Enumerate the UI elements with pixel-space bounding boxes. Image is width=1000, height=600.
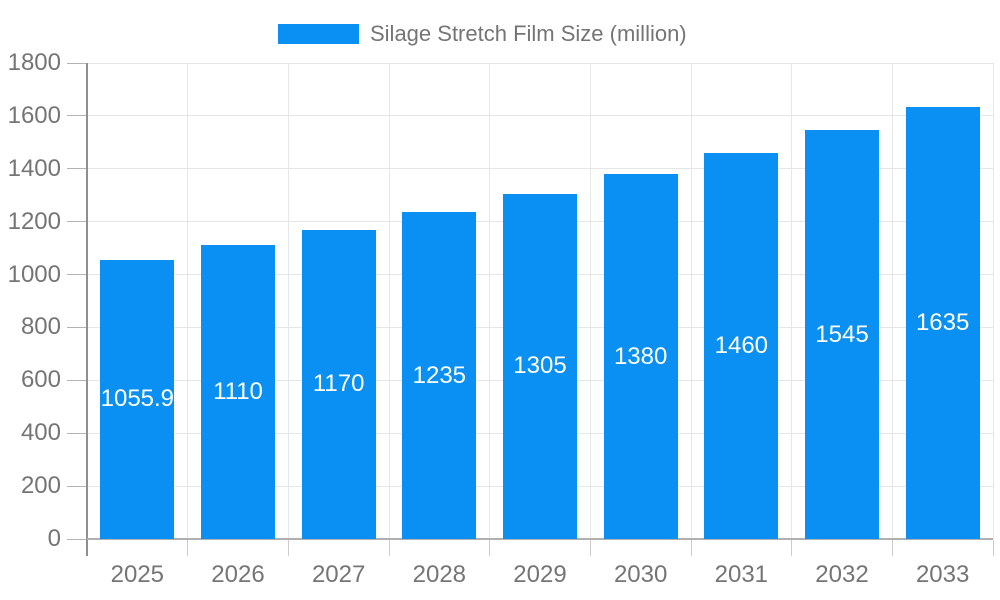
bar[interactable] bbox=[301, 229, 376, 539]
y-axis-tick-label: 600 bbox=[20, 366, 61, 394]
bar[interactable] bbox=[201, 245, 275, 539]
legend-swatch-icon bbox=[278, 24, 359, 44]
x-axis-tick bbox=[388, 540, 390, 556]
bar[interactable] bbox=[503, 193, 577, 539]
legend-label: Silage Stretch Film Size (million) bbox=[370, 21, 687, 46]
gridline-vertical bbox=[489, 63, 491, 539]
y-axis-tick-label: 1000 bbox=[7, 260, 61, 288]
bar[interactable] bbox=[905, 106, 980, 539]
legend-item[interactable]: Silage Stretch Film Size (million) bbox=[278, 20, 687, 48]
x-axis-tick-label: 2031 bbox=[714, 561, 769, 588]
gridline-vertical bbox=[791, 63, 793, 539]
y-axis-tick-label: 0 bbox=[47, 525, 61, 552]
y-axis-tick bbox=[67, 379, 87, 381]
y-axis-tick bbox=[67, 538, 87, 540]
y-axis-tick-label: 1400 bbox=[7, 154, 61, 182]
x-axis-line bbox=[87, 538, 993, 540]
x-axis-tick bbox=[891, 540, 893, 556]
x-axis-tick bbox=[489, 540, 491, 556]
x-axis-tick bbox=[992, 540, 994, 556]
bar[interactable] bbox=[100, 259, 175, 539]
y-axis-tick-label: 400 bbox=[20, 419, 61, 447]
gridline-vertical bbox=[690, 63, 692, 539]
x-axis-tick-label: 2027 bbox=[311, 561, 366, 588]
y-axis-tick-label: 1800 bbox=[7, 49, 61, 76]
y-axis-tick-label: 800 bbox=[20, 313, 61, 341]
y-axis-tick bbox=[67, 274, 87, 276]
x-axis-tick-label: 2032 bbox=[815, 561, 869, 588]
y-axis-tick bbox=[67, 221, 87, 223]
gridline-horizontal bbox=[87, 62, 993, 64]
x-axis-tick-label: 2028 bbox=[412, 561, 467, 588]
y-axis-line bbox=[86, 63, 88, 556]
y-axis-tick-label: 1600 bbox=[7, 101, 61, 129]
plot-area: 0 200 400 600 800 1000 1200 1400 1600 1800 1055.9 2… bbox=[8, 49, 994, 588]
gridline-vertical bbox=[388, 63, 390, 539]
y-axis-tick bbox=[67, 62, 87, 64]
x-axis-tick bbox=[690, 540, 692, 556]
gridline-vertical bbox=[992, 63, 994, 539]
gridline-vertical bbox=[287, 63, 289, 539]
gridline-vertical bbox=[187, 63, 189, 539]
bar[interactable] bbox=[704, 152, 779, 539]
bar[interactable] bbox=[805, 130, 879, 539]
gridline-horizontal bbox=[87, 168, 993, 170]
y-axis-tick bbox=[67, 326, 87, 328]
x-axis-tick-label: 2029 bbox=[513, 561, 567, 588]
bar[interactable] bbox=[603, 174, 678, 539]
y-axis-tick bbox=[67, 168, 87, 170]
x-axis-tick bbox=[287, 540, 289, 556]
x-axis-tick bbox=[589, 540, 591, 556]
x-axis-tick-label: 2026 bbox=[211, 561, 265, 588]
y-axis-tick-label: 1200 bbox=[7, 207, 61, 235]
y-axis-tick bbox=[67, 432, 87, 434]
gridline-horizontal bbox=[87, 115, 993, 117]
y-axis-tick bbox=[67, 115, 87, 117]
x-axis-tick-label: 2033 bbox=[915, 561, 970, 588]
x-axis-tick bbox=[187, 540, 189, 556]
x-axis-tick-label: 2030 bbox=[613, 561, 668, 588]
y-axis-tick-label: 200 bbox=[20, 472, 61, 500]
y-axis-tick bbox=[67, 485, 87, 487]
x-axis-tick bbox=[791, 540, 793, 556]
x-axis-tick-label: 2025 bbox=[110, 561, 165, 588]
bar[interactable] bbox=[402, 212, 477, 539]
gridline-vertical bbox=[589, 63, 591, 539]
gridline-vertical bbox=[891, 63, 893, 539]
